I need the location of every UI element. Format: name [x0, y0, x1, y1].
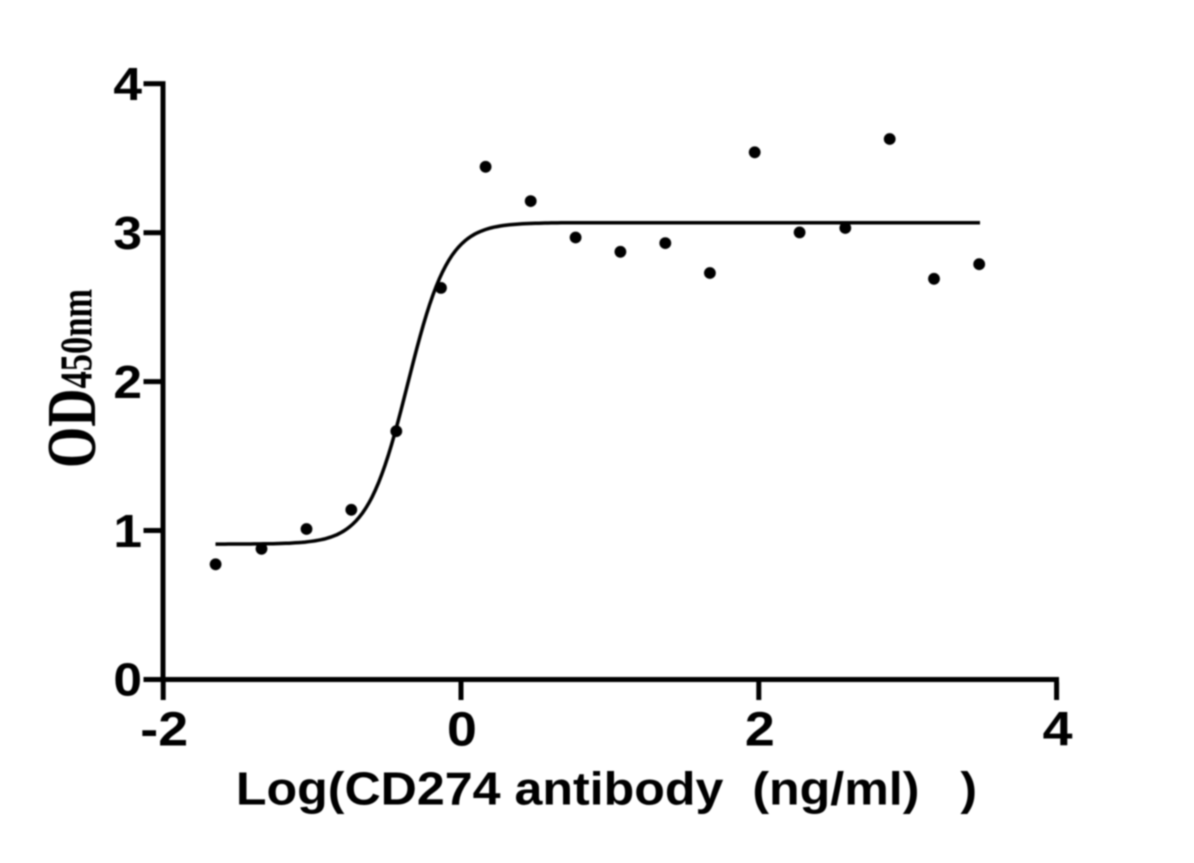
svg-text:Log(CD274 antibody(ng/ml)): Log(CD274 antibody (ng/ml)) — [236, 763, 977, 815]
svg-text:0: 0 — [447, 702, 477, 756]
svg-text:4: 4 — [113, 59, 142, 110]
svg-text:-2: -2 — [140, 702, 188, 756]
svg-text:2: 2 — [113, 357, 142, 408]
svg-text:4: 4 — [1043, 702, 1074, 756]
svg-text:3: 3 — [113, 208, 142, 259]
svg-text:0: 0 — [113, 655, 142, 706]
svg-text:1: 1 — [113, 506, 142, 557]
svg-text:2: 2 — [745, 702, 775, 756]
